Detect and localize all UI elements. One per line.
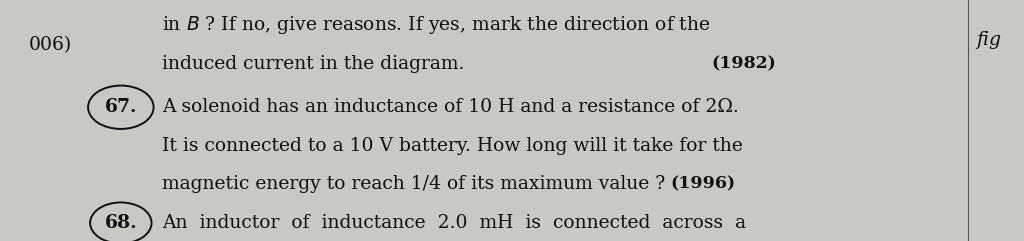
Text: A solenoid has an inductance of 10 H and a resistance of 2Ω.: A solenoid has an inductance of 10 H and… — [162, 98, 738, 116]
Text: 006): 006) — [29, 36, 72, 54]
Text: induced current in the diagram.: induced current in the diagram. — [162, 55, 464, 73]
Text: fig: fig — [977, 31, 1001, 49]
Text: in $B$ ? If no, give reasons. If yes, mark the direction of the: in $B$ ? If no, give reasons. If yes, ma… — [162, 14, 711, 36]
Text: 68.: 68. — [104, 214, 137, 232]
Text: (1982): (1982) — [712, 55, 776, 72]
Text: 67.: 67. — [104, 98, 137, 116]
Text: It is connected to a 10 V battery. How long will it take for the: It is connected to a 10 V battery. How l… — [162, 137, 742, 155]
Text: An  inductor  of  inductance  2.0  mH  is  connected  across  a: An inductor of inductance 2.0 mH is conn… — [162, 214, 745, 232]
Text: (1996): (1996) — [671, 176, 736, 193]
Text: magnetic energy to reach 1/4 of its maximum value ?: magnetic energy to reach 1/4 of its maxi… — [162, 175, 665, 193]
